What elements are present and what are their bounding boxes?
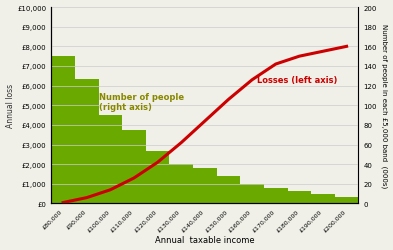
X-axis label: Annual  taxable income: Annual taxable income bbox=[155, 236, 255, 244]
Bar bbox=[335, 197, 358, 204]
Text: Losses (left axis): Losses (left axis) bbox=[257, 76, 337, 84]
Y-axis label: Annual loss: Annual loss bbox=[6, 84, 15, 128]
Bar bbox=[217, 176, 240, 204]
Text: Number of people
(right axis): Number of people (right axis) bbox=[99, 92, 184, 112]
Bar bbox=[75, 80, 99, 204]
Bar bbox=[146, 152, 169, 204]
Bar bbox=[122, 130, 146, 204]
Bar bbox=[51, 57, 75, 204]
Y-axis label: Number of people in each £5,000 band  (000s): Number of people in each £5,000 band (00… bbox=[381, 24, 387, 188]
Bar bbox=[169, 164, 193, 204]
Bar bbox=[311, 194, 335, 204]
Bar bbox=[99, 116, 122, 204]
Bar bbox=[288, 191, 311, 204]
Bar bbox=[193, 168, 217, 204]
Bar bbox=[240, 184, 264, 204]
Bar bbox=[264, 188, 288, 204]
